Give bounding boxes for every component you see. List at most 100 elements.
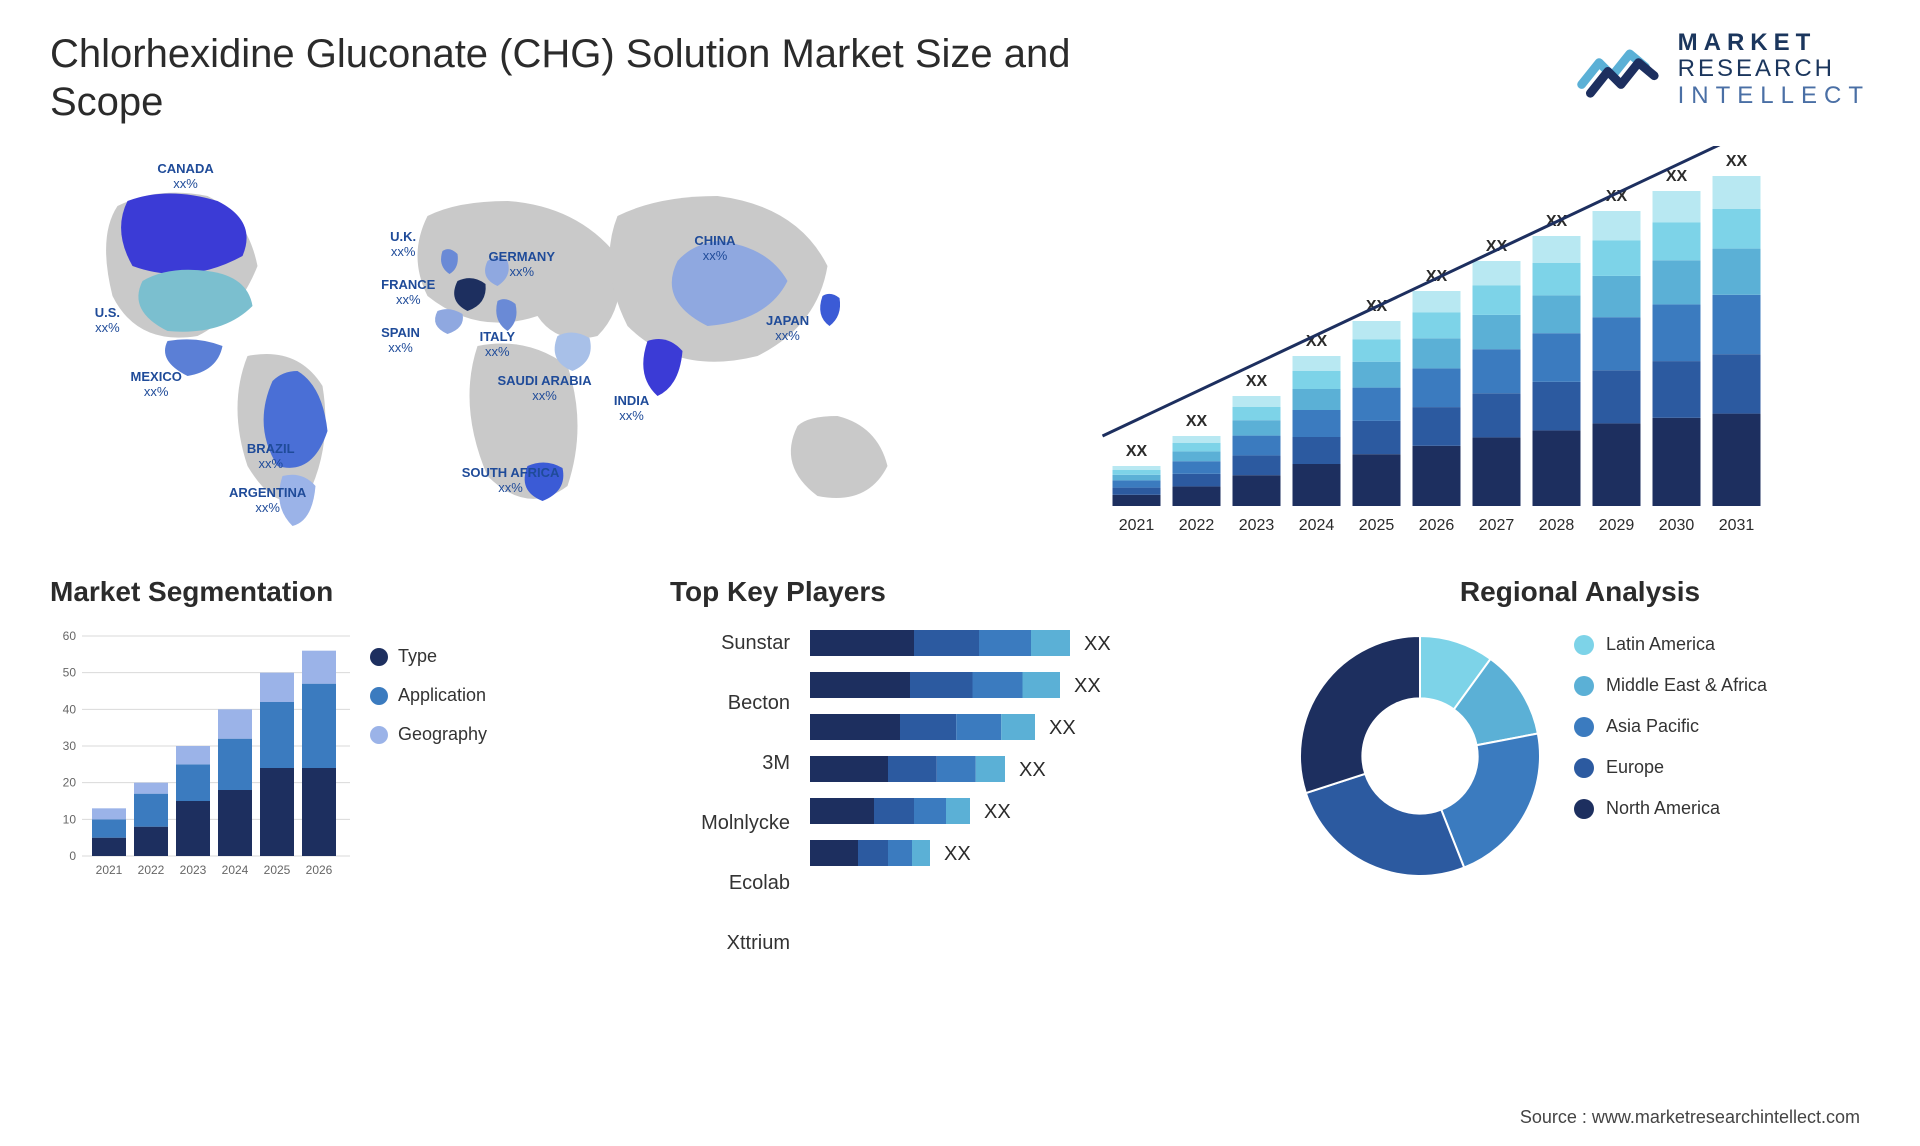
player-bar-seg [858,840,888,866]
seg-legend-swatch [370,648,388,666]
map-label-canada: CANADAxx% [157,162,213,192]
growth-bar-seg [1593,423,1641,506]
growth-bar-seg [1713,354,1761,413]
growth-bar-seg [1413,368,1461,407]
player-bar-seg [810,840,858,866]
growth-bar-seg [1413,446,1461,506]
key-players-bars: XXXXXXXXXXXX [810,626,1250,972]
growth-bar-seg [1113,488,1161,495]
donut-slice [1300,636,1420,793]
regional-donut [1290,626,1550,886]
regional-panel: Regional Analysis Latin America Middle Ea… [1290,576,1870,972]
seg-year-label: 2021 [96,863,123,877]
country-canada [121,194,247,275]
player-bar-seg [874,798,914,824]
seg-legend-swatch [370,687,388,705]
growth-bar-seg [1113,475,1161,481]
map-label-argentina: ARGENTINAxx% [229,486,306,516]
growth-bar-seg [1473,315,1521,349]
top-row: CANADAxx%U.S.xx%MEXICOxx%BRAZILxx%ARGENT… [50,146,1870,546]
growth-bar-seg [1293,437,1341,464]
player-name: Ecolab [670,870,790,912]
seg-ytick: 50 [63,666,77,680]
seg-year-label: 2025 [264,863,291,877]
player-value: XX [1084,633,1111,655]
seg-bar-seg [218,739,252,790]
growth-bar-seg [1653,418,1701,506]
seg-bar-seg [176,746,210,764]
regional-legend-item: Middle East & Africa [1574,675,1767,696]
player-bar-seg [900,714,956,740]
player-bar-seg [914,630,979,656]
growth-chart-panel: XX2021XX2022XX2023XX2024XX2025XX2026XX20… [975,146,1870,546]
growth-bar-seg [1113,495,1161,506]
growth-bar-seg [1173,451,1221,461]
seg-bar-seg [302,684,336,768]
country-spain [435,309,463,334]
brand-logo: MARKET RESEARCH INTELLECT [1576,30,1870,109]
seg-bar-seg [260,673,294,702]
country-japan [820,294,840,326]
seg-legend-item: Type [370,646,487,667]
growth-bar-label: XX [1246,373,1268,390]
growth-bar-seg [1533,263,1581,295]
player-value: XX [1074,675,1101,697]
regional-legend-label: Asia Pacific [1606,716,1699,737]
growth-stacked-bar-chart: XX2021XX2022XX2023XX2024XX2025XX2026XX20… [975,146,1870,546]
seg-bar-seg [260,702,294,768]
regional-legend-label: Latin America [1606,634,1715,655]
growth-bar-seg [1233,407,1281,420]
regional-legend-swatch [1574,676,1594,696]
player-bar-seg [973,672,1023,698]
growth-bar-seg [1413,291,1461,313]
map-label-germany: GERMANYxx% [489,250,555,280]
growth-bar-seg [1173,436,1221,443]
seg-legend-label: Type [398,646,437,667]
growth-bar-seg [1293,371,1341,389]
segmentation-bar-chart: 0102030405060202120222023202420252026 [50,626,350,886]
growth-bar-seg [1413,407,1461,446]
growth-bar-seg [1353,321,1401,340]
growth-bar-seg [1593,241,1641,276]
player-bar-seg [810,630,914,656]
player-bar-seg [810,798,874,824]
segmentation-legend: TypeApplicationGeography [370,626,487,891]
seg-year-label: 2026 [306,863,333,877]
player-bar-seg [910,672,973,698]
seg-ytick: 0 [69,849,76,863]
seg-year-label: 2024 [222,863,249,877]
regional-title: Regional Analysis [1290,576,1870,608]
growth-bar-label: XX [1126,443,1148,460]
player-bar-seg [912,840,930,866]
growth-bar-label: XX [1726,153,1748,170]
growth-bar-seg [1353,340,1401,362]
player-bar-seg [1001,714,1035,740]
seg-bar-seg [302,651,336,684]
map-label-india: INDIAxx% [614,394,649,424]
source-attribution: Source : www.marketresearchintellect.com [1520,1107,1860,1128]
growth-bar-seg [1233,396,1281,407]
player-value: XX [984,801,1011,823]
growth-bar-seg [1713,295,1761,354]
regional-legend-item: Europe [1574,757,1767,778]
growth-bar-seg [1233,420,1281,435]
seg-bar-seg [176,801,210,856]
growth-year-label: 2024 [1299,517,1335,534]
seg-bar-seg [260,768,294,856]
growth-bar-seg [1593,370,1641,423]
regional-legend-label: Europe [1606,757,1664,778]
growth-bar-label: XX [1186,413,1208,430]
growth-bar-seg [1113,480,1161,487]
seg-bar-seg [92,819,126,837]
growth-bar-seg [1173,486,1221,506]
key-players-names: SunstarBecton3MMolnlyckeEcolabXttrium [670,626,790,972]
player-name: Sunstar [670,630,790,672]
growth-bar-seg [1173,474,1221,487]
growth-bar-seg [1233,436,1281,456]
bottom-row: Market Segmentation 01020304050602021202… [50,576,1870,972]
growth-bar-seg [1113,466,1161,470]
growth-bar-seg [1473,393,1521,437]
growth-bar-seg [1593,317,1641,370]
growth-bar-seg [1473,286,1521,315]
map-label-u.s.: U.S.xx% [95,306,120,336]
